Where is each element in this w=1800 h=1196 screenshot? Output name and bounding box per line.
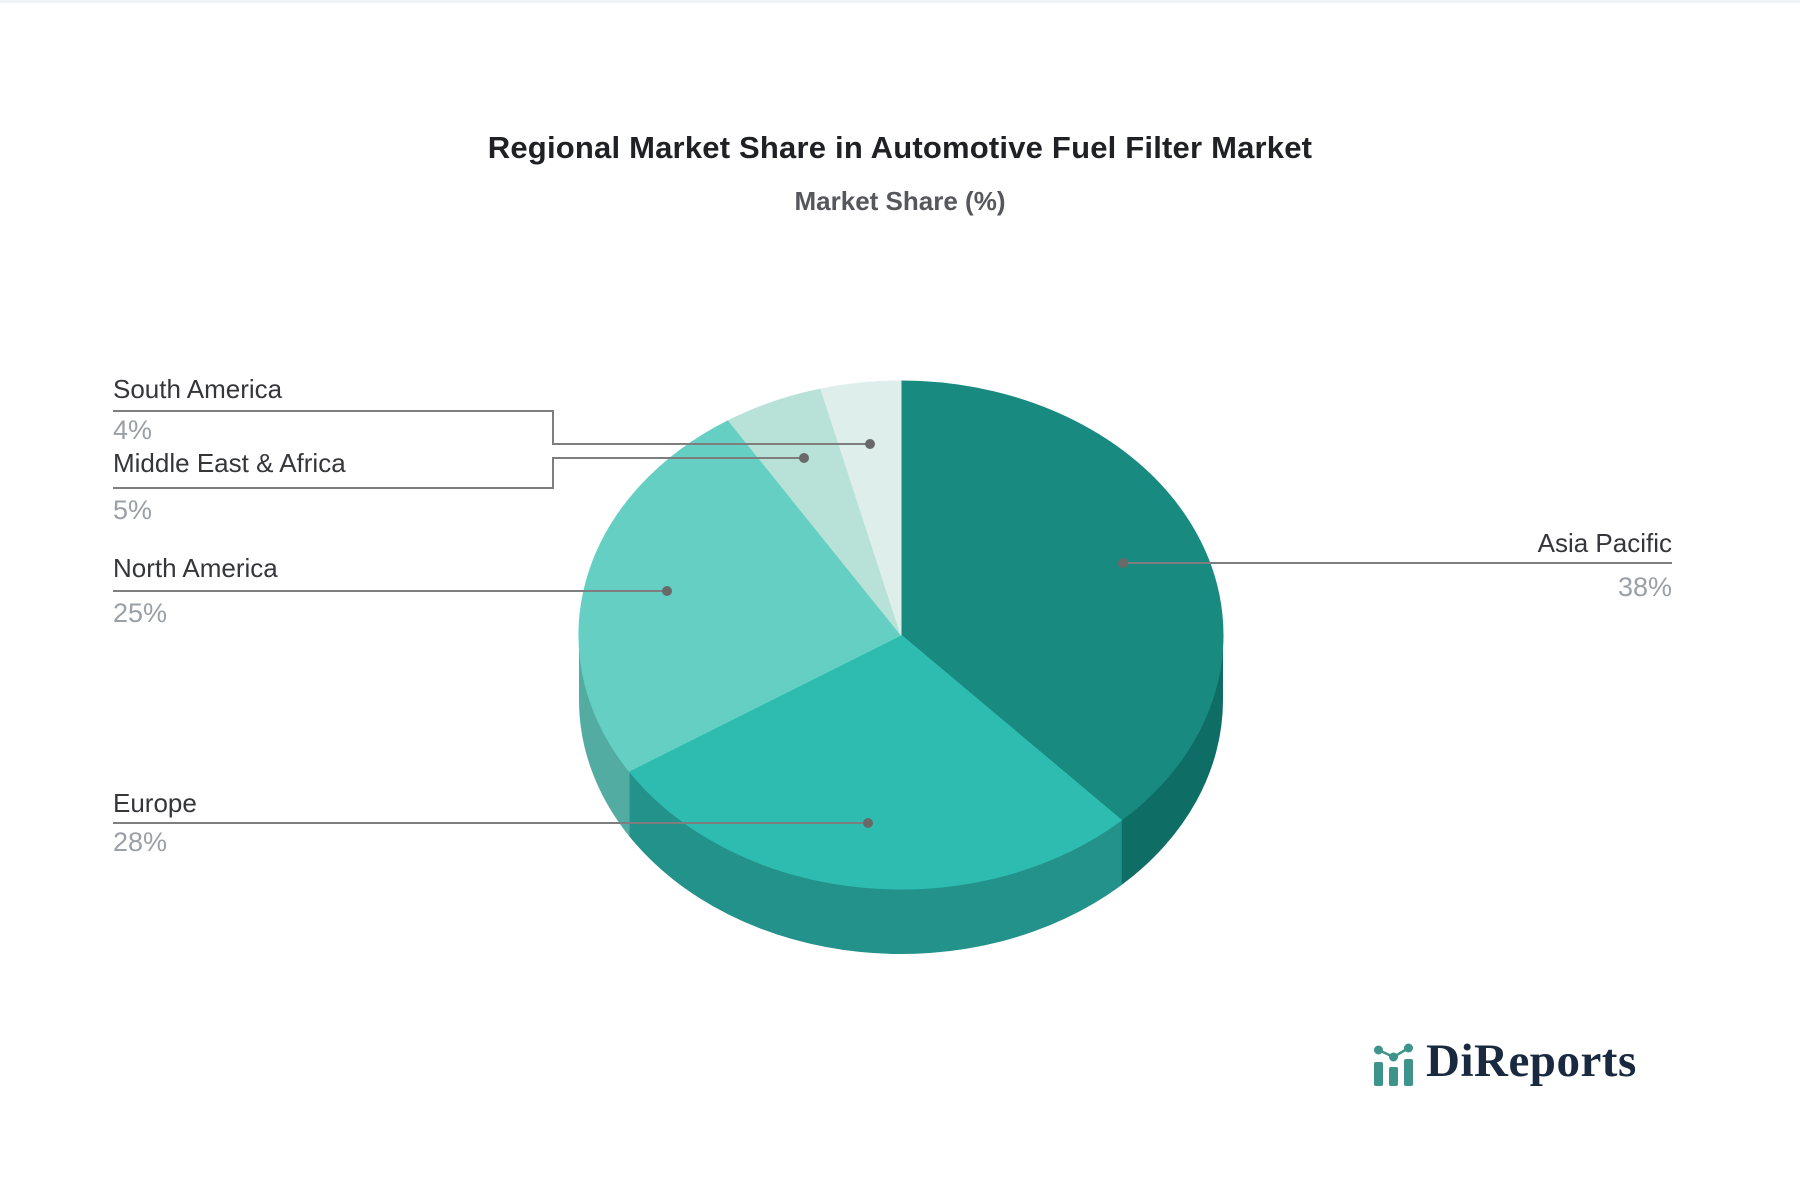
pie-slice-europe[interactable] bbox=[628, 634, 1123, 890]
pie-slice-side-europe bbox=[629, 771, 1122, 954]
pie-slice-side-north-america bbox=[579, 635, 630, 837]
direports-logo: DiReports bbox=[1372, 1036, 1637, 1088]
chart-title: Regional Market Share in Automotive Fuel… bbox=[487, 130, 1313, 165]
leader-line-south-america bbox=[113, 410, 870, 445]
brand-name: DiReports bbox=[1426, 1035, 1637, 1087]
leader-dot-south-america bbox=[865, 439, 875, 449]
slice-label-asia-pacific: Asia Pacific bbox=[1537, 528, 1672, 558]
slice-value-middle-east-africa: 5% bbox=[113, 495, 153, 525]
bar-chart-logo-icon bbox=[1374, 1043, 1413, 1086]
window-top-edge bbox=[0, 0, 1800, 3]
chart-subtitle: Market Share (%) bbox=[794, 186, 1006, 216]
leader-dot-middle-east-africa bbox=[799, 453, 809, 463]
slice-value-europe: 28% bbox=[113, 827, 168, 857]
leader-dot-north-america bbox=[662, 586, 672, 596]
slice-label-north-america: North America bbox=[113, 553, 278, 583]
slice-label-south-america: South America bbox=[113, 374, 283, 404]
slice-value-south-america: 4% bbox=[113, 415, 153, 445]
leader-dot-asia-pacific bbox=[1118, 558, 1128, 568]
pie-slice-asia-pacific[interactable] bbox=[900, 380, 1224, 821]
slice-value-north-america: 25% bbox=[113, 598, 168, 628]
leader-dot-europe bbox=[863, 818, 873, 828]
pie-slice-north-america[interactable] bbox=[578, 419, 902, 772]
slice-label-europe: Europe bbox=[113, 788, 197, 818]
leader-line-middle-east-africa bbox=[113, 457, 804, 489]
slice-value-asia-pacific: 38% bbox=[1617, 572, 1672, 602]
slice-label-middle-east-africa: Middle East & Africa bbox=[113, 448, 346, 478]
pie-slice-side-asia-pacific bbox=[1121, 635, 1223, 886]
